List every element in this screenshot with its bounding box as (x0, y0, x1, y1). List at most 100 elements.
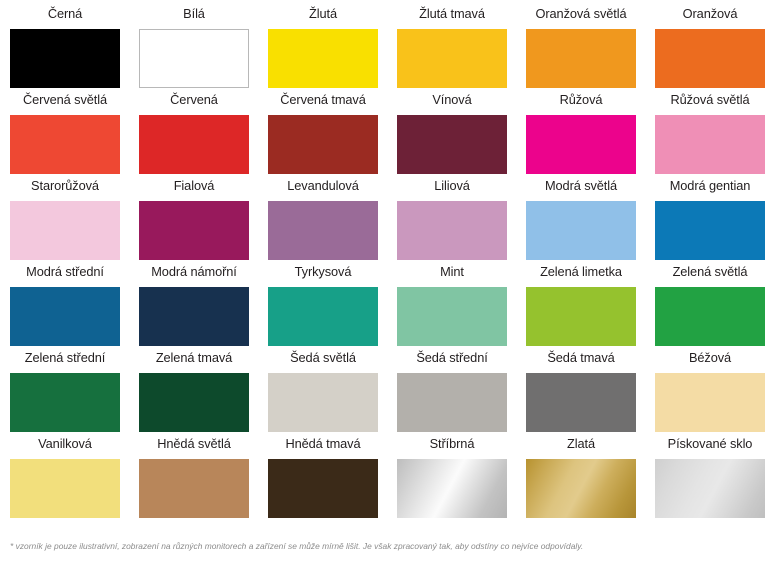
swatch-cell[interactable]: Šedá tmavá (526, 347, 636, 433)
swatch-color-chip[interactable] (10, 115, 120, 174)
swatch-label: Hnědá tmavá (285, 436, 361, 451)
swatch-color-chip[interactable] (10, 201, 120, 260)
swatch-label: Zelená limetka (540, 264, 622, 279)
swatch-label: Modrá gentian (669, 178, 751, 193)
swatch-grid: Černá Bílá Žlutá Žlutá tmavá Oranžová světlá… (10, 3, 765, 519)
swatch-color-chip[interactable] (526, 459, 636, 518)
swatch-color-chip[interactable] (139, 29, 249, 88)
swatch-cell[interactable]: Vanilková (10, 433, 120, 519)
swatch-label: Šedá střední (416, 350, 488, 365)
swatch-cell[interactable]: Růžová světlá (655, 89, 765, 175)
swatch-color-chip[interactable] (268, 115, 378, 174)
swatch-color-chip[interactable] (655, 115, 765, 174)
swatch-color-chip[interactable] (655, 29, 765, 88)
swatch-color-chip[interactable] (526, 115, 636, 174)
swatch-label: Stříbrná (429, 436, 475, 451)
swatch-label: Žlutá tmavá (419, 6, 485, 21)
swatch-label: Černá (47, 6, 83, 21)
swatch-label: Červená světlá (23, 92, 107, 107)
swatch-cell[interactable]: Šedá střední (397, 347, 507, 433)
swatch-color-chip[interactable] (10, 29, 120, 88)
swatch-cell[interactable]: Červená tmavá (268, 89, 378, 175)
swatch-label: Pískované sklo (667, 436, 753, 451)
swatch-cell[interactable]: Černá (10, 3, 120, 89)
swatch-cell[interactable]: Liliová (397, 175, 507, 261)
swatch-color-chip[interactable] (397, 29, 507, 88)
swatch-color-chip[interactable] (526, 201, 636, 260)
swatch-label: Oranžová světlá (535, 6, 627, 21)
swatch-color-chip[interactable] (268, 459, 378, 518)
swatch-cell[interactable]: Zlatá (526, 433, 636, 519)
swatch-label: Vínová (432, 92, 472, 107)
swatch-label: Modrá střední (26, 264, 104, 279)
swatch-color-chip[interactable] (397, 459, 507, 518)
swatch-cell[interactable]: Oranžová světlá (526, 3, 636, 89)
swatch-color-chip[interactable] (526, 29, 636, 88)
swatch-label: Tyrkysová (294, 264, 352, 279)
swatch-label: Bílá (183, 6, 205, 21)
swatch-label: Vanilková (38, 436, 92, 451)
swatch-label: Liliová (434, 178, 470, 193)
swatch-color-chip[interactable] (655, 201, 765, 260)
swatch-color-chip[interactable] (268, 373, 378, 432)
swatch-color-chip[interactable] (268, 29, 378, 88)
swatch-color-chip[interactable] (139, 459, 249, 518)
swatch-cell[interactable]: Zelená světlá (655, 261, 765, 347)
swatch-label: Fialová (173, 178, 215, 193)
swatch-cell[interactable]: Zelená limetka (526, 261, 636, 347)
swatch-color-chip[interactable] (139, 373, 249, 432)
swatch-label: Zelená střední (24, 350, 106, 365)
swatch-cell[interactable]: Bílá (139, 3, 249, 89)
swatch-cell[interactable]: Tyrkysová (268, 261, 378, 347)
swatch-color-chip[interactable] (139, 115, 249, 174)
swatch-cell[interactable]: Žlutá (268, 3, 378, 89)
swatch-cell[interactable]: Zelená tmavá (139, 347, 249, 433)
swatch-color-chip[interactable] (526, 373, 636, 432)
swatch-cell[interactable]: Fialová (139, 175, 249, 261)
swatch-label: Červená tmavá (280, 92, 366, 107)
swatch-cell[interactable]: Modrá námořní (139, 261, 249, 347)
swatch-color-chip[interactable] (397, 287, 507, 346)
swatch-cell[interactable]: Žlutá tmavá (397, 3, 507, 89)
swatch-cell[interactable]: Stříbrná (397, 433, 507, 519)
swatch-label: Hnědá světlá (157, 436, 231, 451)
swatch-color-chip[interactable] (10, 373, 120, 432)
swatch-color-chip[interactable] (655, 373, 765, 432)
swatch-cell[interactable]: Červená světlá (10, 89, 120, 175)
swatch-cell[interactable]: Modrá střední (10, 261, 120, 347)
swatch-label: Zelená světlá (672, 264, 748, 279)
swatch-color-chip[interactable] (397, 201, 507, 260)
swatch-cell[interactable]: Mint (397, 261, 507, 347)
swatch-cell[interactable]: Růžová (526, 89, 636, 175)
swatch-color-chip[interactable] (10, 459, 120, 518)
swatch-cell[interactable]: Červená (139, 89, 249, 175)
swatch-cell[interactable]: Vínová (397, 89, 507, 175)
swatch-cell[interactable]: Pískované sklo (655, 433, 765, 519)
swatch-cell[interactable]: Starorůžová (10, 175, 120, 261)
swatch-color-chip[interactable] (397, 373, 507, 432)
swatch-label: Růžová světlá (670, 92, 750, 107)
swatch-cell[interactable]: Hnědá tmavá (268, 433, 378, 519)
swatch-color-chip[interactable] (397, 115, 507, 174)
swatch-color-chip[interactable] (526, 287, 636, 346)
swatch-label: Starorůžová (31, 178, 99, 193)
swatch-color-chip[interactable] (10, 287, 120, 346)
swatch-cell[interactable]: Modrá světlá (526, 175, 636, 261)
swatch-label: Zlatá (567, 436, 595, 451)
swatch-cell[interactable]: Hnědá světlá (139, 433, 249, 519)
swatch-color-chip[interactable] (655, 459, 765, 518)
swatch-cell[interactable]: Béžová (655, 347, 765, 433)
swatch-color-chip[interactable] (268, 201, 378, 260)
swatch-label: Modrá světlá (544, 178, 618, 193)
swatch-cell[interactable]: Levandulová (268, 175, 378, 261)
swatch-color-chip[interactable] (139, 287, 249, 346)
swatch-color-chip[interactable] (655, 287, 765, 346)
swatch-color-chip[interactable] (139, 201, 249, 260)
swatch-cell[interactable]: Oranžová (655, 3, 765, 89)
swatch-cell[interactable]: Zelená střední (10, 347, 120, 433)
swatch-cell[interactable]: Modrá gentian (655, 175, 765, 261)
swatch-color-chip[interactable] (268, 287, 378, 346)
swatch-cell[interactable]: Šedá světlá (268, 347, 378, 433)
swatch-label: Šedá tmavá (547, 350, 615, 365)
